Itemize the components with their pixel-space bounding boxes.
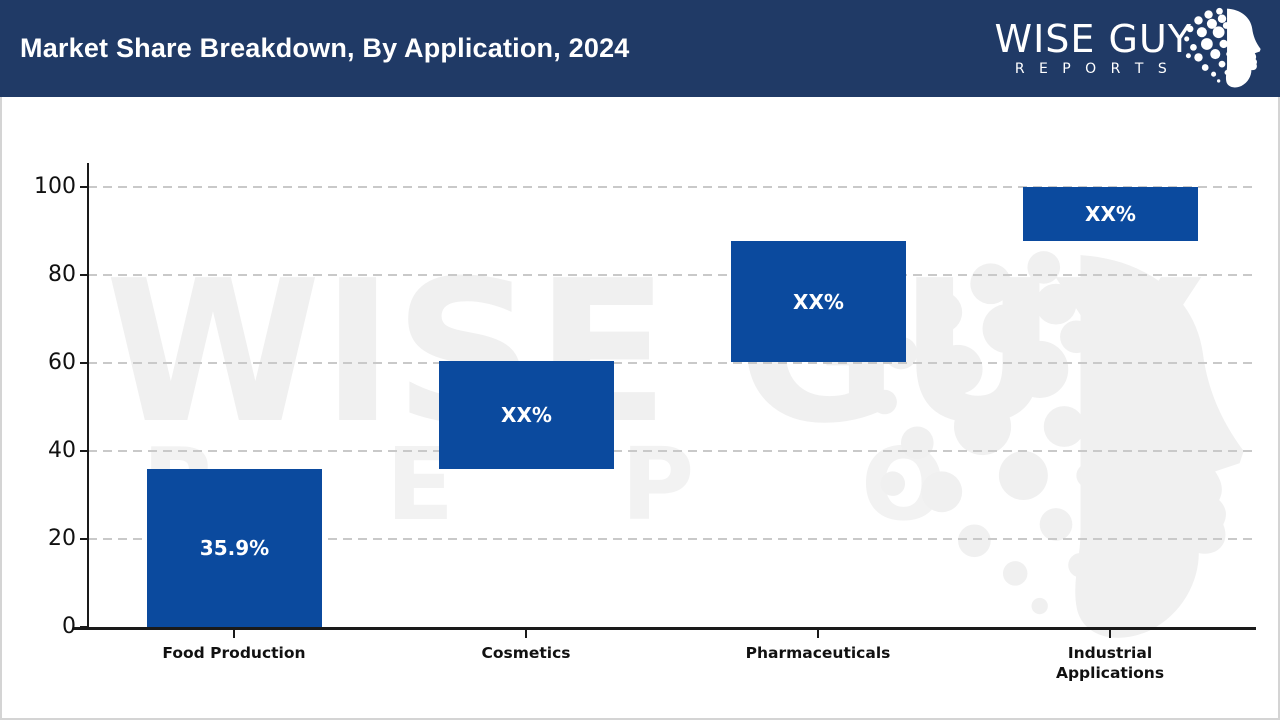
y-tick-mark-40 [80,450,88,452]
x-category-label-3: Industrial Applications [1055,644,1165,683]
chart-title: Market Share Breakdown, By Application, … [20,33,630,63]
page-border-right [1278,97,1280,720]
y-tick-label-60: 60 [48,350,76,375]
x-tick-mark-0 [233,630,235,638]
chart-body: WISE GUY R E P O R T S 02040608010035.9%… [0,97,1280,720]
page-border-left [0,97,2,720]
chart-plot-area: 0 20 40 60 80 100 35.9% Food Production XX% Cosme… [0,97,1280,720]
gridline-y-80 [88,274,1256,276]
bar-value-label-2: XX% [793,289,844,314]
x-tick-mark-3 [1109,630,1111,638]
y-tick-label-80: 80 [48,262,76,287]
x-category-label-0: Food Production [162,644,306,662]
x-tick-mark-1 [525,630,527,638]
logo-sub-text: R E P O R T S [1014,61,1172,77]
x-category-label-1: Cosmetics [481,644,571,662]
y-tick-mark-20 [80,538,88,540]
bar-segment-2: XX% [731,241,906,362]
gridline-y-40 [88,450,1256,452]
bar-segment-3: XX% [1023,187,1198,241]
bar-value-label-0: 35.9% [199,536,270,560]
y-tick-mark-60 [80,362,88,364]
y-axis-spine [87,163,89,629]
header-bar: Market Share Breakdown, By Application, … [0,0,1280,97]
bar-value-label-1: XX% [501,403,552,427]
y-tick-label-20: 20 [48,526,76,551]
x-tick-mark-2 [817,630,819,638]
logo-text: WISE GUY R E P O R T S [995,20,1192,77]
dotted-head-profile-icon [1184,7,1261,87]
x-axis-line [73,627,1256,630]
gridline-y-100 [88,186,1256,188]
x-category-label-2: Pharmaceuticals [745,644,891,662]
y-tick-mark-80 [80,274,88,276]
y-tick-label-40: 40 [48,438,76,463]
y-tick-label-0: 0 [62,614,76,639]
bar-value-label-3: XX% [1085,202,1136,226]
page-border-bottom [0,718,1280,720]
bar-segment-0: 35.9% [147,469,322,627]
y-tick-label-100: 100 [34,174,76,199]
wise-guy-logo: WISE GUY R E P O R T S [995,7,1266,91]
y-tick-mark-100 [80,186,88,188]
gridline-y-20 [88,538,1256,540]
logo-brand-text: WISE GUY [994,17,1192,61]
gridline-y-60 [88,362,1256,364]
bar-segment-1: XX% [439,361,614,469]
